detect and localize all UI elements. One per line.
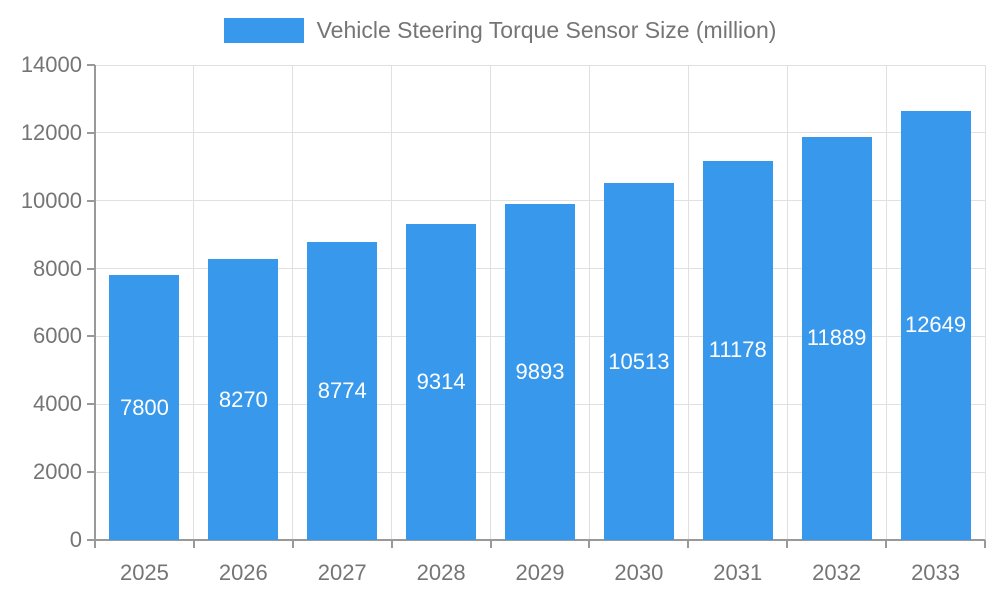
x-axis-tick-label: 2033 — [911, 560, 961, 585]
x-axis-tick — [885, 540, 888, 548]
y-axis-tick-label: 0 — [69, 527, 82, 552]
x-axis-tick-label: 2029 — [515, 560, 565, 585]
v-gridline — [687, 65, 689, 540]
bar-2032[interactable] — [801, 136, 872, 540]
y-axis-tick-label: 6000 — [33, 323, 82, 349]
v-gridline — [984, 65, 986, 540]
bar-2031[interactable] — [702, 160, 773, 540]
v-gridline — [292, 65, 294, 540]
v-gridline — [786, 65, 788, 540]
x-axis-tick-label: 2027 — [317, 560, 367, 585]
x-axis-tick — [489, 540, 492, 548]
x-axis-tick — [588, 540, 591, 548]
x-axis-tick — [291, 540, 294, 548]
v-gridline — [490, 65, 492, 540]
x-axis-tick-label: 2026 — [218, 560, 268, 585]
y-axis-tick — [87, 403, 95, 406]
y-axis-tick-label: 14000 — [20, 52, 82, 77]
v-gridline — [391, 65, 393, 540]
x-axis-tick-label: 2031 — [713, 560, 763, 585]
y-axis-tick — [87, 335, 95, 338]
x-axis-tick — [192, 540, 195, 548]
x-axis-tick-label: 2030 — [614, 560, 664, 585]
y-axis-tick — [87, 64, 95, 66]
y-axis-tick-label: 4000 — [33, 391, 82, 417]
y-axis-tick — [87, 131, 95, 134]
v-gridline — [885, 65, 887, 540]
bar-2025[interactable] — [109, 275, 180, 540]
bar-2028[interactable] — [406, 223, 477, 540]
y-axis-tick — [87, 199, 95, 202]
x-axis-tick — [786, 540, 789, 548]
h-gridline — [95, 200, 985, 202]
x-axis-tick-label: 2032 — [812, 560, 862, 585]
x-axis-tick — [687, 540, 690, 548]
chart-legend[interactable]: Vehicle Steering Torque Sensor Size (mil… — [0, 18, 1000, 43]
bar-2029[interactable] — [505, 204, 575, 540]
y-axis-tick-label: 8000 — [33, 255, 82, 281]
x-axis-line — [95, 539, 985, 541]
legend-series-label: Vehicle Steering Torque Sensor Size (mil… — [316, 17, 777, 43]
x-axis-tick — [984, 540, 986, 548]
h-gridline — [95, 64, 985, 66]
x-axis-tick-label: 2028 — [416, 560, 466, 585]
v-gridline — [588, 65, 590, 540]
bar-2027[interactable] — [307, 242, 378, 540]
y-axis-tick — [87, 267, 95, 270]
bar-2030[interactable] — [603, 183, 674, 540]
bar-2026[interactable] — [208, 259, 279, 540]
x-axis-tick — [390, 540, 393, 548]
y-axis-tick — [87, 539, 95, 541]
y-axis-tick — [87, 471, 95, 474]
x-axis-tick-label: 2025 — [119, 560, 169, 585]
x-axis-tick — [94, 540, 96, 548]
y-axis-line — [94, 65, 96, 548]
h-gridline — [95, 132, 985, 134]
bar-2033[interactable] — [900, 110, 971, 540]
y-axis-tick-label: 2000 — [33, 459, 82, 485]
y-axis-tick-label: 10000 — [20, 187, 82, 213]
legend-swatch — [223, 18, 304, 43]
v-gridline — [193, 65, 195, 540]
y-axis-tick-label: 12000 — [20, 119, 82, 145]
